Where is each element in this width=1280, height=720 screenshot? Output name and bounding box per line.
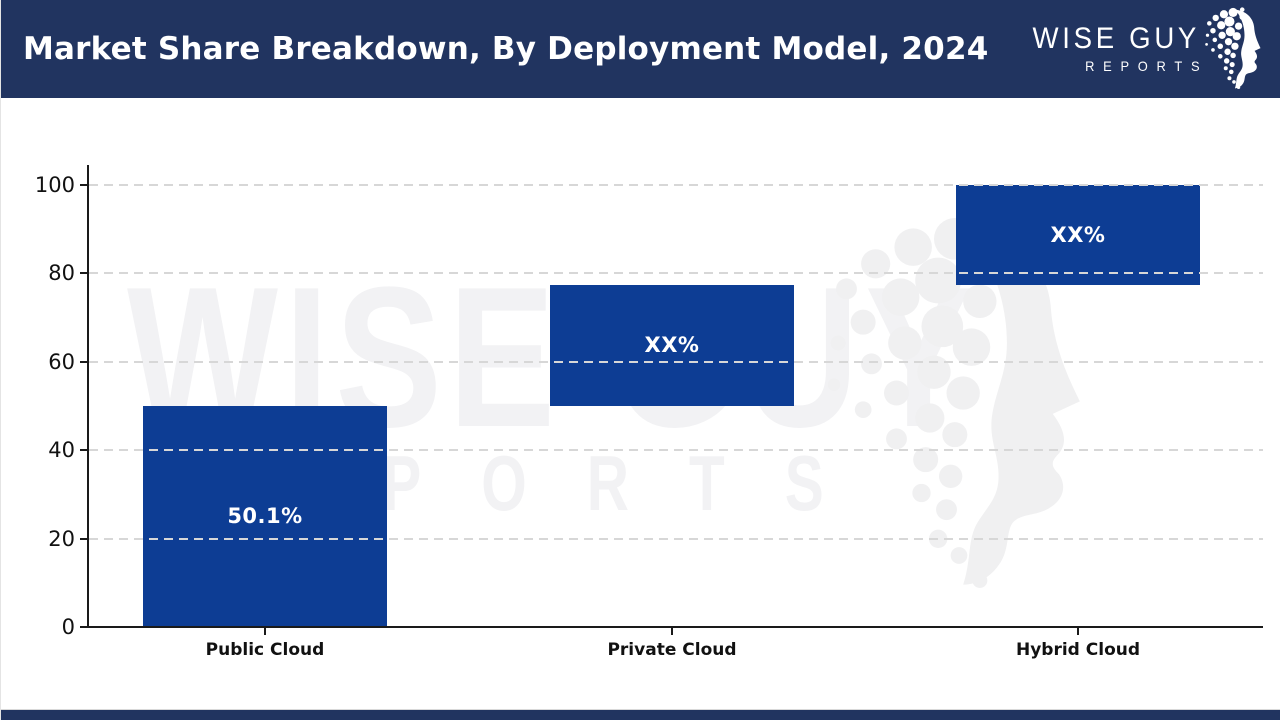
gridline [89,184,1263,186]
logo-head-dots [1205,7,1245,90]
y-axis-line [87,165,89,628]
gridline [89,360,1263,363]
y-axis-tick-mark [80,184,87,186]
wise-guy-reports-logo: WISE GUY REPORTS [1018,0,1266,98]
y-axis-tick-label: 60 [48,349,75,374]
y-axis-tick-label: 0 [61,615,75,639]
bar-segment: XX% [550,285,794,406]
x-axis-tick-label: Hybrid Cloud [1015,640,1141,660]
y-axis-tick-mark [80,449,87,452]
gridline [89,272,1263,275]
footer-hairline [1,709,1280,710]
logo-head-icon [1205,7,1261,90]
y-axis-tick-label: 80 [48,261,75,286]
y-axis-tick-mark [80,360,87,363]
x-axis-tick-mark [671,628,673,635]
bar-segment: XX% [956,185,1200,286]
x-axis-line [87,626,1263,628]
footer-bar [1,710,1280,720]
gridline [89,537,1263,540]
logo-wordmark: WISE GUY [1032,22,1200,55]
y-axis-tick-mark [80,626,87,628]
y-axis-tick-mark [80,272,87,275]
logo-text: WISE GUY REPORTS [1033,23,1200,75]
x-axis-tick-label: Public Cloud [205,640,325,660]
logo-subtitle: REPORTS [1085,58,1209,74]
bar-value-label: 50.1% [227,504,303,529]
y-axis-tick-label: 100 [34,173,75,197]
gridline [89,449,1263,452]
x-axis-tick-mark [1077,628,1079,635]
watermark-head-dots [827,218,1009,588]
y-axis-tick-mark [80,537,87,540]
y-axis-tick-label: 40 [48,438,75,463]
bar-value-label: XX% [644,333,700,358]
watermark-head-icon [827,218,1080,588]
bar-segment: 50.1% [143,405,387,627]
header-bar: Market Share Breakdown, By Deployment Mo… [1,0,1280,98]
x-axis-tick-mark [264,628,266,635]
page-title: Market Share Breakdown, By Deployment Mo… [23,31,989,67]
bar-value-label: XX% [1050,223,1106,248]
y-axis-tick-label: 20 [48,526,75,551]
x-axis-tick-label: Private Cloud [607,640,737,660]
